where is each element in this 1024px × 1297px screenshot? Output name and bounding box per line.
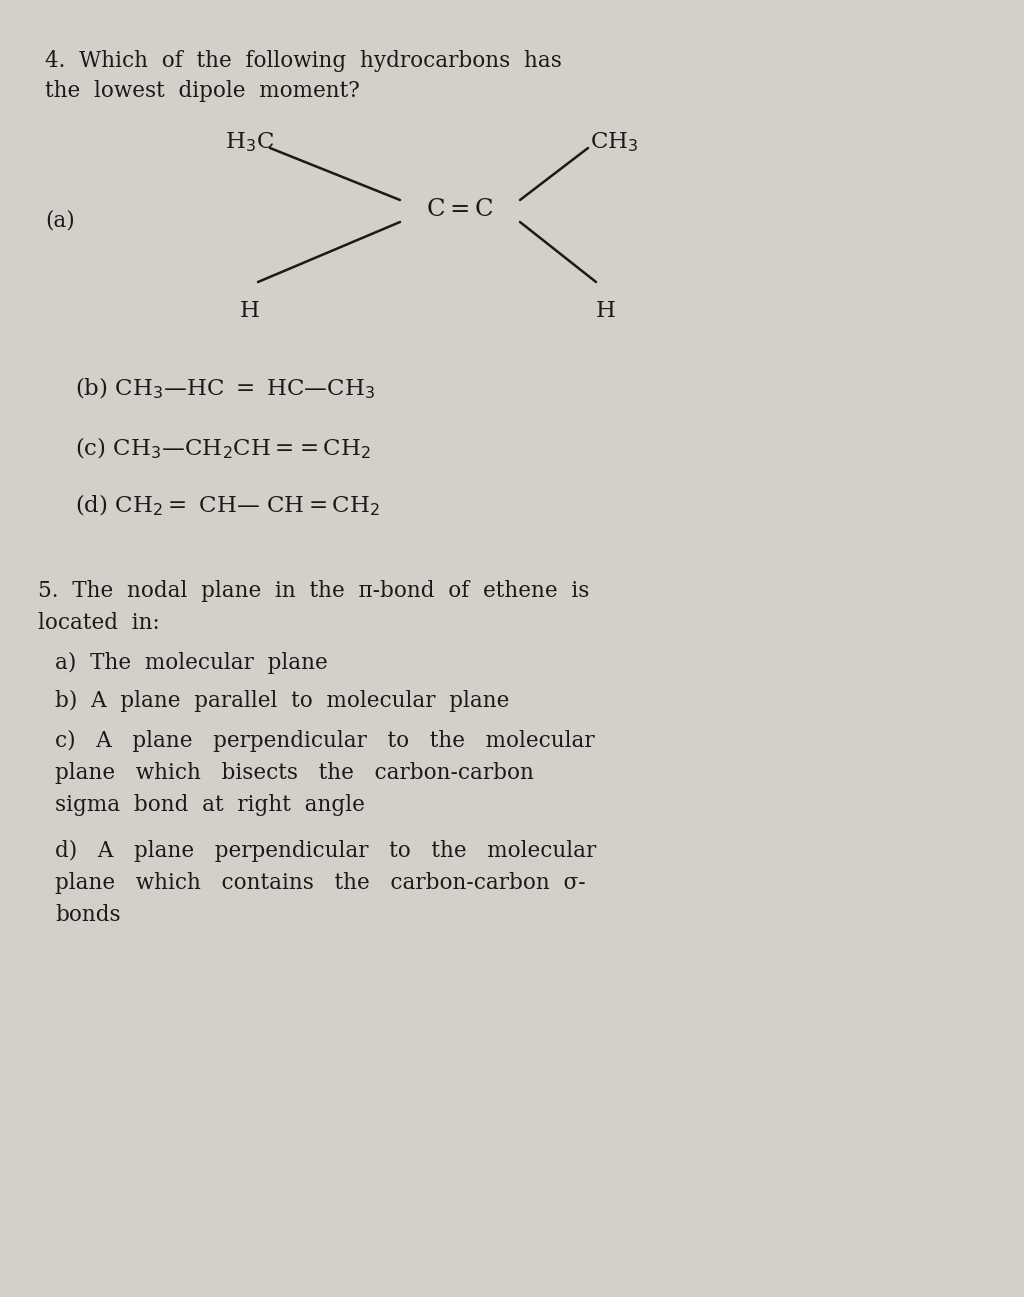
Text: 5.  The  nodal  plane  in  the  π-bond  of  ethene  is: 5. The nodal plane in the π-bond of ethe… [38,580,590,602]
Text: (a): (a) [45,210,75,232]
Text: d)   A   plane   perpendicular   to   the   molecular: d) A plane perpendicular to the molecula… [55,840,596,863]
Text: c)   A   plane   perpendicular   to   the   molecular: c) A plane perpendicular to the molecula… [55,730,595,752]
Text: H$_3$C: H$_3$C [225,130,274,154]
Text: (c) CH$_3$—CH$_2$CH$=\!=$CH$_2$: (c) CH$_3$—CH$_2$CH$=\!=$CH$_2$ [75,434,371,460]
Text: 4.  Which  of  the  following  hydrocarbons  has: 4. Which of the following hydrocarbons h… [45,51,562,73]
Text: plane   which   contains   the   carbon-carbon  σ-: plane which contains the carbon-carbon σ… [55,872,586,894]
Text: located  in:: located in: [38,612,160,634]
Text: (d) CH$_2$$=$ CH— CH$=$CH$_2$: (d) CH$_2$$=$ CH— CH$=$CH$_2$ [75,492,380,518]
Text: b)  A  plane  parallel  to  molecular  plane: b) A plane parallel to molecular plane [55,690,509,712]
Text: plane   which   bisects   the   carbon-carbon: plane which bisects the carbon-carbon [55,763,534,783]
Text: H: H [240,300,260,322]
Text: sigma  bond  at  right  angle: sigma bond at right angle [55,794,365,816]
Text: (b) CH$_3$—HC $=$ HC—CH$_3$: (b) CH$_3$—HC $=$ HC—CH$_3$ [75,375,375,401]
Text: bonds: bonds [55,904,121,926]
Text: CH$_3$: CH$_3$ [590,130,638,154]
Text: C$=$C: C$=$C [426,198,494,222]
Text: a)  The  molecular  plane: a) The molecular plane [55,652,328,674]
Text: H: H [596,300,615,322]
Text: the  lowest  dipole  moment?: the lowest dipole moment? [45,80,359,102]
